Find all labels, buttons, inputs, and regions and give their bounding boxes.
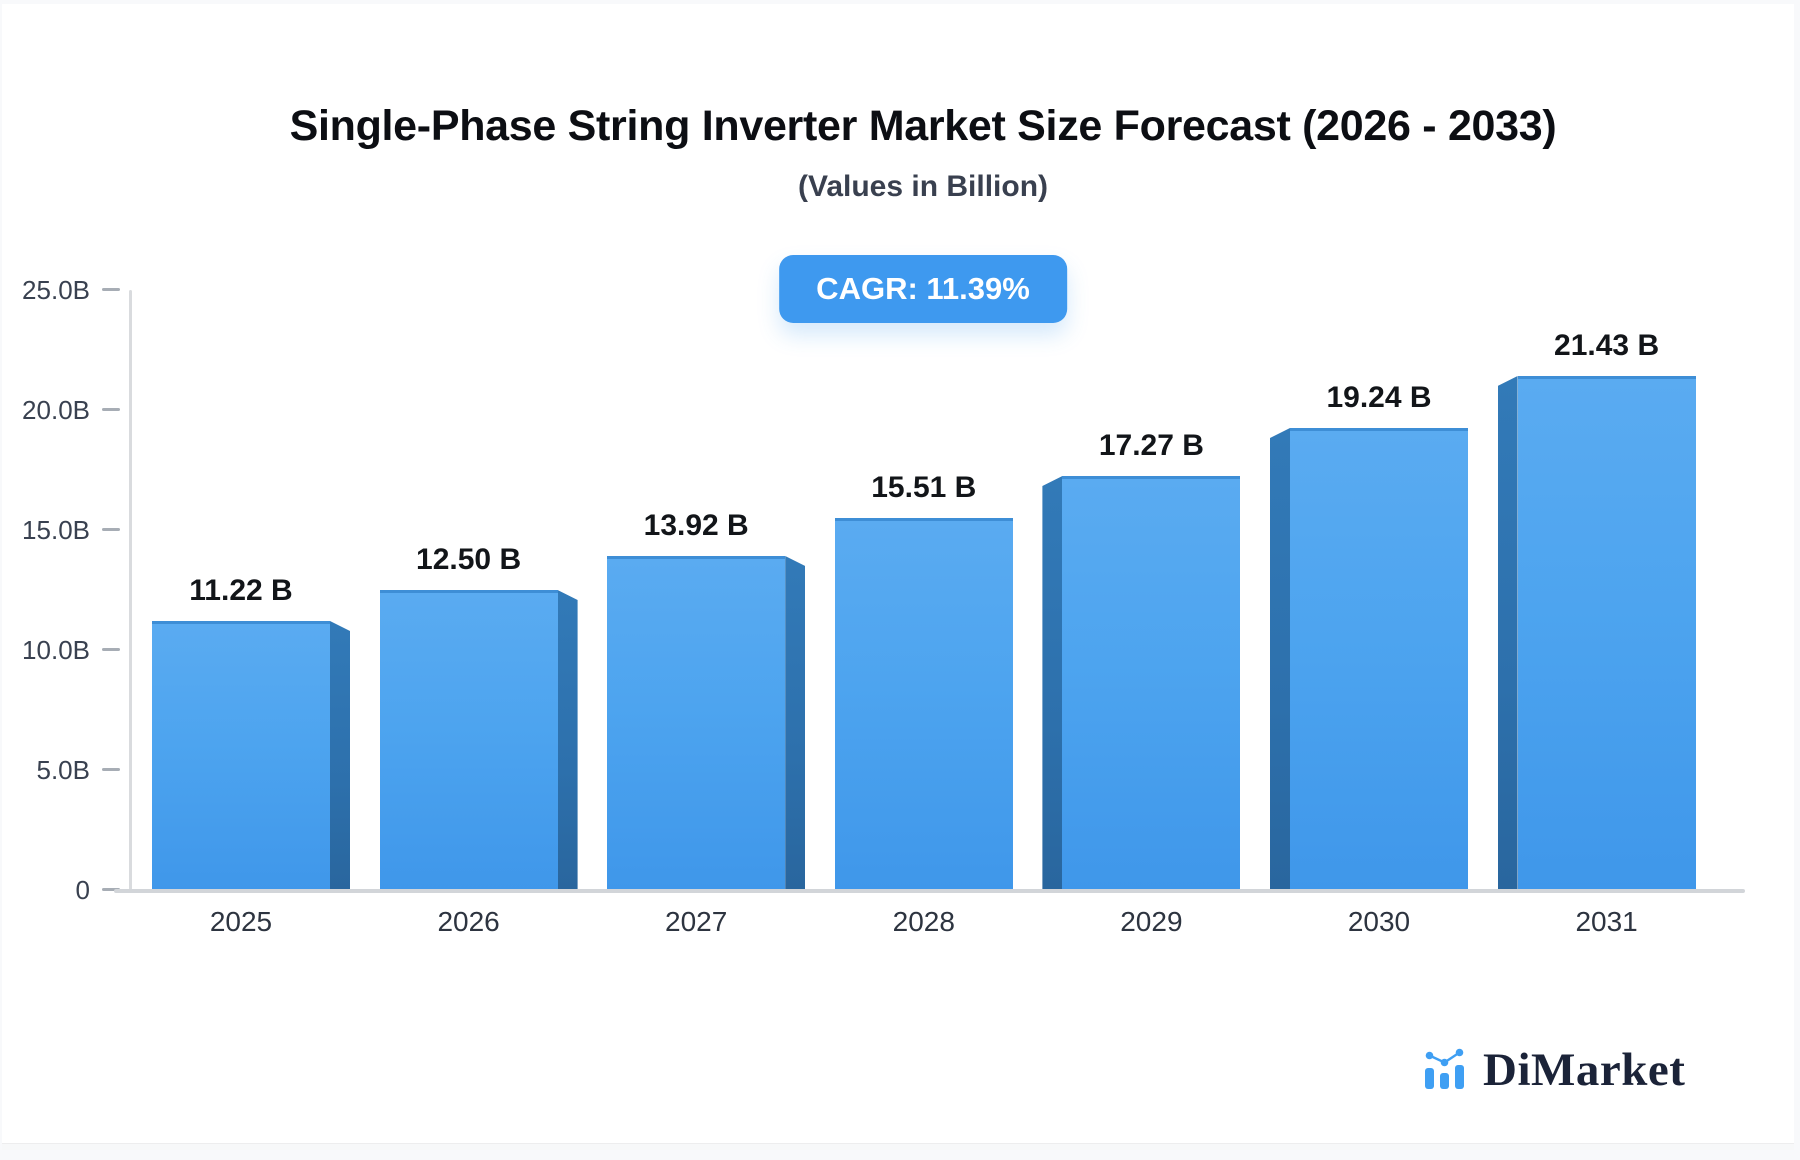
- bar-side-face-2030: [1270, 428, 1290, 890]
- y-tick-mark: [102, 768, 120, 771]
- chart-subtitle: (Values in Billion): [797, 170, 1049, 203]
- y-tick-label: 0: [75, 875, 90, 905]
- x-axis-label-2025: 2025: [209, 906, 273, 937]
- x-axis-label-2028: 2028: [892, 906, 955, 937]
- y-tick-mark: [102, 408, 120, 411]
- bar-value-label-2028: 15.51 B: [871, 471, 977, 504]
- bar-value-label-2026: 12.50 B: [416, 543, 522, 576]
- bar-2028: [834, 518, 1013, 890]
- dimarket-logo-icon: [1425, 1048, 1464, 1089]
- bar-side-face-2026: [557, 590, 578, 890]
- y-tick-mark: [102, 888, 120, 891]
- y-tick-label: 25.0B: [22, 275, 90, 305]
- y-tick-mark: [102, 288, 120, 291]
- bar-2025: [152, 621, 330, 890]
- y-axis-line: [129, 290, 132, 890]
- x-axis-label-2027: 2027: [665, 906, 728, 937]
- x-axis-label-2029: 2029: [1120, 906, 1183, 937]
- x-axis-label-2030: 2030: [1347, 906, 1411, 937]
- bar-side-face-2025: [330, 621, 350, 890]
- bar-value-label-2027: 13.92 B: [643, 509, 749, 542]
- footer-strip: [2, 1143, 1794, 1150]
- bar-value-label-2030: 19.24 B: [1326, 381, 1432, 414]
- dimarket-logo-text: DiMarket: [1483, 1044, 1686, 1096]
- y-tick-mark: [102, 528, 120, 531]
- bar-2027: [607, 556, 786, 890]
- bar-2030: [1290, 428, 1468, 890]
- bar-2029: [1062, 476, 1241, 890]
- cagr-badge: CAGR: 11.39%: [779, 255, 1067, 323]
- bar-value-label-2031: 21.43 B: [1554, 329, 1660, 362]
- chart-card: Single-Phase String Inverter Market Size…: [2, 4, 1794, 1150]
- bar-side-face-2031: [1497, 376, 1518, 890]
- plot-area: 25.0B 20.0B 15.0B 10.0B 5.0B 0 11.22 B 2025 12.5…: [2, 4, 1800, 1160]
- y-tick-label: 20.0B: [22, 395, 90, 425]
- y-tick-label: 5.0B: [36, 755, 91, 785]
- bar-2031: [1517, 376, 1696, 890]
- x-axis-line: [114, 889, 1745, 893]
- chart-title: Single-Phase String Inverter Market Size…: [289, 102, 1557, 150]
- bar-value-label-2029: 17.27 B: [1098, 429, 1204, 462]
- x-axis-label-2026: 2026: [437, 906, 500, 937]
- y-tick-mark: [102, 648, 120, 651]
- x-axis-label-2031: 2031: [1575, 906, 1638, 937]
- dimarket-logo: DiMarket: [1422, 1040, 1685, 1100]
- bar-value-label-2025: 11.22 B: [189, 574, 293, 607]
- y-tick-label: 10.0B: [22, 635, 90, 665]
- bar-side-face-2029: [1042, 476, 1063, 890]
- bar-side-face-2027: [785, 556, 806, 890]
- bar-2026: [379, 590, 558, 890]
- y-tick-label: 15.0B: [22, 515, 90, 545]
